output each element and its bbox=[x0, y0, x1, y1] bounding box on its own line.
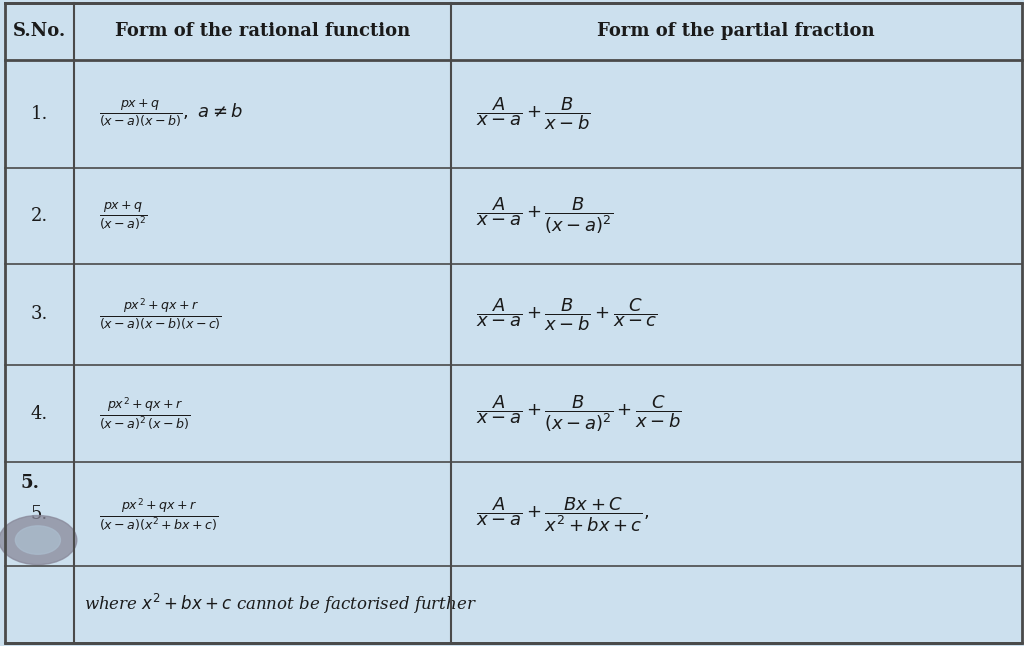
Text: $\frac{px^2+qx+r}{(x-a)(x^2+bx+c)}$: $\frac{px^2+qx+r}{(x-a)(x^2+bx+c)}$ bbox=[99, 495, 219, 533]
Text: $\dfrac{A}{x-a}+\dfrac{B}{(x-a)^2}$: $\dfrac{A}{x-a}+\dfrac{B}{(x-a)^2}$ bbox=[476, 196, 613, 236]
Text: 2.: 2. bbox=[31, 207, 48, 225]
Text: 1.: 1. bbox=[31, 105, 48, 123]
Text: 3.: 3. bbox=[31, 306, 48, 324]
Text: $\frac{px^2+qx+r}{(x-a)(x-b)(x-c)}$: $\frac{px^2+qx+r}{(x-a)(x-b)(x-c)}$ bbox=[99, 297, 222, 332]
Text: $\frac{px^2+qx+r}{(x-a)^2\,(x-b)}$: $\frac{px^2+qx+r}{(x-a)^2\,(x-b)}$ bbox=[99, 395, 190, 432]
Text: 4.: 4. bbox=[31, 405, 48, 423]
Text: 5.: 5. bbox=[31, 505, 48, 523]
Text: $\frac{px+q}{(x-a)^2}$: $\frac{px+q}{(x-a)^2}$ bbox=[99, 200, 147, 232]
Text: where $x^2 + bx + c$ cannot be factorised further: where $x^2 + bx + c$ cannot be factorise… bbox=[84, 592, 477, 616]
Text: $\dfrac{A}{x-a}+\dfrac{B}{x-b}+\dfrac{C}{x-c}$: $\dfrac{A}{x-a}+\dfrac{B}{x-b}+\dfrac{C}… bbox=[476, 296, 658, 333]
Circle shape bbox=[0, 516, 77, 565]
Text: $\dfrac{A}{x-a}+\dfrac{B}{x-b}$: $\dfrac{A}{x-a}+\dfrac{B}{x-b}$ bbox=[476, 96, 591, 132]
Circle shape bbox=[15, 526, 60, 554]
Text: 5.: 5. bbox=[20, 474, 40, 492]
Text: Form of the partial fraction: Form of the partial fraction bbox=[597, 23, 876, 40]
Text: $\dfrac{A}{x-a}+\dfrac{Bx+C}{x^2+bx+c},$: $\dfrac{A}{x-a}+\dfrac{Bx+C}{x^2+bx+c},$ bbox=[476, 495, 649, 534]
Text: S.No.: S.No. bbox=[12, 23, 67, 40]
Text: $\frac{px+q}{(x-a)(x-b)},\ a\neq b$: $\frac{px+q}{(x-a)(x-b)},\ a\neq b$ bbox=[99, 98, 244, 129]
Text: $\dfrac{A}{x-a}+\dfrac{B}{(x-a)^2}+\dfrac{C}{x-b}$: $\dfrac{A}{x-a}+\dfrac{B}{(x-a)^2}+\dfra… bbox=[476, 393, 682, 434]
Text: Form of the rational function: Form of the rational function bbox=[115, 23, 410, 40]
